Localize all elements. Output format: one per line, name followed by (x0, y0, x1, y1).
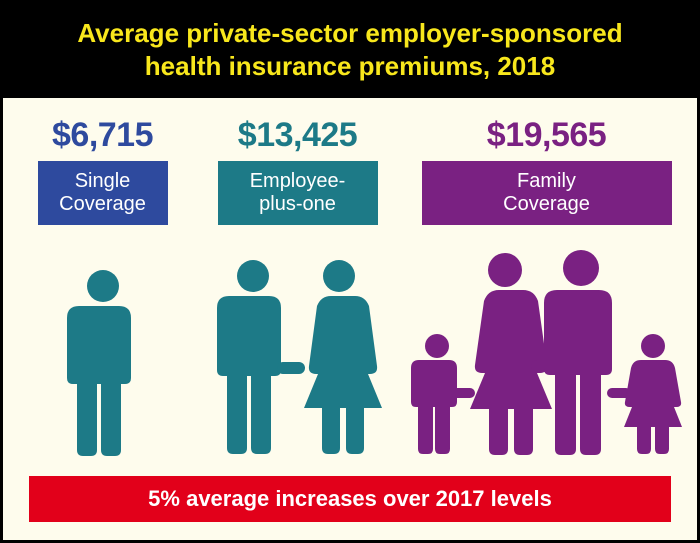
couple-icon (203, 258, 393, 458)
title-line-2: health insurance premiums, 2018 (23, 50, 677, 83)
column-plusone: $13,425 Employee- plus-one (190, 116, 405, 458)
icon-area-single (19, 233, 186, 458)
person-icon (63, 268, 143, 458)
premium-single: $6,715 (52, 116, 153, 155)
column-family: $19,565 Family Coverage (405, 116, 688, 458)
column-single: $6,715 Single Coverage (15, 116, 190, 458)
family-icon (409, 248, 684, 458)
label-plusone: Employee- plus-one (218, 161, 378, 225)
icon-area-plusone (194, 233, 401, 458)
icon-area-family (409, 233, 684, 458)
title-line-1: Average private-sector employer-sponsore… (23, 17, 677, 50)
chart-body: $6,715 Single Coverage $13,425 Employee-… (3, 98, 697, 458)
label-family: Family Coverage (422, 161, 672, 225)
premium-plusone: $13,425 (238, 116, 357, 155)
premium-family: $19,565 (487, 116, 606, 155)
title-bar: Average private-sector employer-sponsore… (3, 3, 697, 98)
footer-banner: 5% average increases over 2017 levels (29, 476, 671, 522)
label-single: Single Coverage (38, 161, 168, 225)
